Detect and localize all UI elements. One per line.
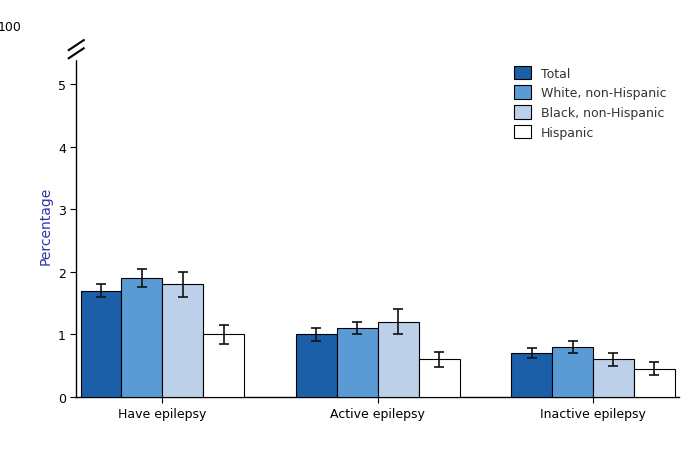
Bar: [80, 291, 121, 397]
Bar: [162, 285, 203, 397]
Y-axis label: Percentage: Percentage: [38, 186, 52, 265]
Bar: [203, 335, 244, 397]
Bar: [634, 369, 675, 397]
Bar: [378, 322, 419, 397]
Bar: [419, 359, 459, 397]
Bar: [121, 278, 162, 397]
Bar: [552, 347, 593, 397]
Legend: Total, White, non-Hispanic, Black, non-Hispanic, Hispanic: Total, White, non-Hispanic, Black, non-H…: [507, 60, 673, 146]
Bar: [337, 328, 378, 397]
Text: 100: 100: [0, 21, 22, 33]
Bar: [296, 335, 337, 397]
Bar: [593, 359, 634, 397]
Bar: [511, 353, 552, 397]
